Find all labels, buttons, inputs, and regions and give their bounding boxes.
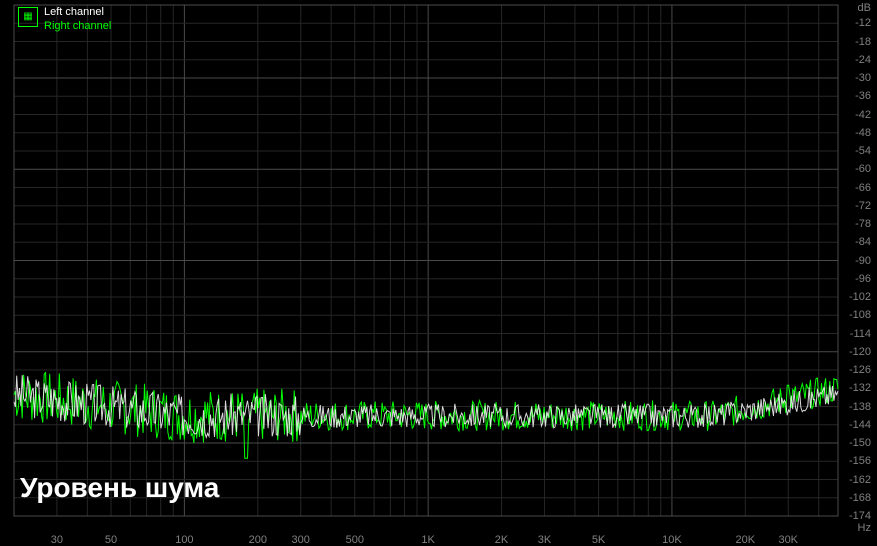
y-tick-label: -156: [849, 455, 871, 467]
legend-right-channel: Right channel: [44, 19, 111, 33]
y-tick-label: -48: [855, 127, 871, 139]
y-tick-label: -102: [849, 291, 871, 303]
x-tick-label: 10K: [662, 534, 682, 546]
y-tick-label: -96: [855, 273, 871, 285]
y-tick-label: -162: [849, 474, 871, 486]
y-tick-label: -126: [849, 364, 871, 376]
overlay-title: Уровень шума: [20, 472, 219, 504]
y-tick-label: -114: [850, 328, 871, 340]
y-tick-label: -72: [855, 200, 871, 212]
x-tick-label: 20K: [736, 534, 756, 546]
y-tick-label: -30: [855, 72, 871, 84]
y-tick-label: -90: [855, 255, 871, 267]
y-tick-label: -150: [849, 437, 871, 449]
x-tick-label: 500: [346, 534, 364, 546]
chart-glyph-icon: ▦: [23, 12, 32, 22]
legend-left-channel: Left channel: [44, 5, 111, 19]
x-tick-label: 5K: [592, 534, 605, 546]
y-tick-label: -144: [849, 419, 871, 431]
y-tick-label: -168: [849, 492, 871, 504]
x-unit-label: Hz: [858, 522, 871, 534]
y-tick-label: -12: [855, 17, 871, 29]
y-tick-label: -132: [849, 382, 871, 394]
x-tick-label: 2K: [495, 534, 508, 546]
x-tick-label: 30: [51, 534, 63, 546]
y-tick-label: -120: [849, 346, 871, 358]
spectrum-chart: ▦ Left channel Right channel Уровень шум…: [0, 0, 877, 538]
x-tick-label: 100: [175, 534, 193, 546]
y-tick-label: -60: [855, 163, 871, 175]
y-tick-label: -84: [855, 236, 871, 248]
x-tick-label: 50: [105, 534, 117, 546]
legend-icon: ▦: [18, 7, 38, 27]
y-tick-label: -66: [855, 182, 871, 194]
y-tick-label: -42: [855, 109, 871, 121]
x-tick-label: 200: [249, 534, 267, 546]
x-tick-label: 30K: [778, 534, 798, 546]
y-tick-label: -138: [849, 401, 871, 413]
y-tick-label: -18: [855, 36, 871, 48]
y-tick-label: -24: [855, 54, 871, 66]
x-tick-label: 300: [292, 534, 310, 546]
y-tick-label: -108: [849, 309, 871, 321]
y-tick-label: -174: [849, 510, 871, 522]
x-tick-label: 1K: [421, 534, 434, 546]
legend: ▦ Left channel Right channel: [18, 5, 111, 34]
legend-labels: Left channel Right channel: [44, 5, 111, 34]
y-unit-label: dB: [858, 2, 871, 14]
y-tick-label: -78: [855, 218, 871, 230]
x-tick-label: 3K: [538, 534, 551, 546]
y-tick-label: -36: [855, 90, 871, 102]
chart-svg: [0, 0, 877, 538]
y-tick-label: -54: [855, 145, 871, 157]
